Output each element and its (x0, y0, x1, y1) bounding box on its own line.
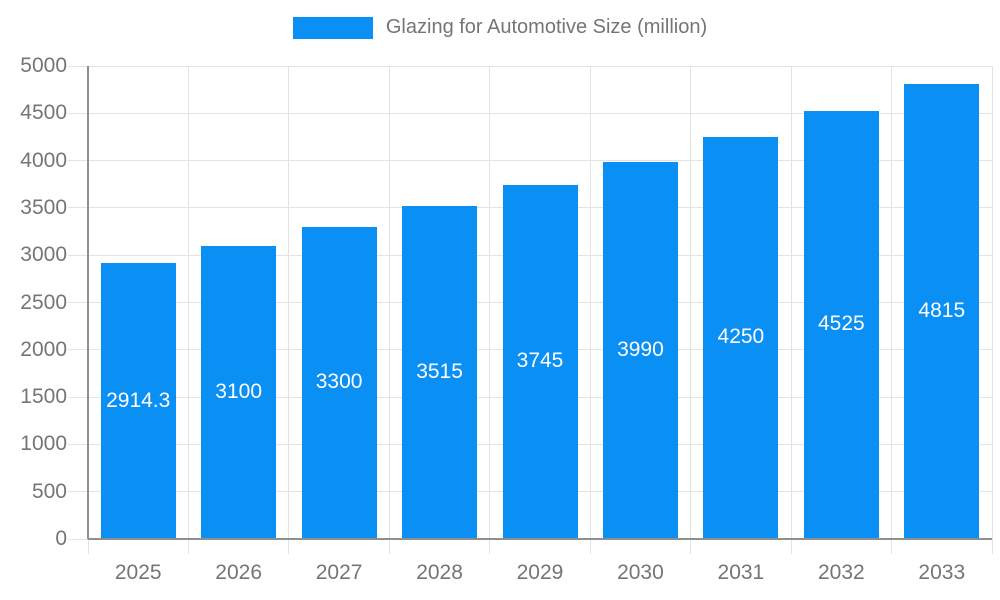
y-tick-label: 0 (55, 527, 67, 550)
x-grid-line (288, 66, 290, 539)
x-axis-tick (489, 539, 491, 554)
x-axis-tick (690, 539, 692, 554)
y-tick-label: 5000 (20, 54, 67, 77)
y-axis-line (87, 66, 89, 539)
x-axis-tick (991, 539, 993, 554)
bar[interactable]: 4815 (904, 83, 980, 538)
x-grid-line (489, 66, 491, 539)
bar-value-label: 4250 (717, 325, 765, 349)
bar[interactable]: 3100 (201, 245, 277, 538)
legend-label: Glazing for Automotive Size (million) (385, 16, 708, 38)
bar[interactable]: 4525 (803, 110, 879, 538)
x-grid-line (790, 66, 792, 539)
y-tick-label: 1000 (20, 432, 67, 456)
y-tick-label: 500 (31, 479, 67, 503)
bar[interactable]: 3990 (602, 161, 678, 538)
x-tick-label: 2029 (516, 561, 564, 584)
x-tick-label: 2032 (817, 561, 865, 584)
y-axis-zero-tick (68, 538, 88, 540)
x-grid-line (589, 66, 591, 539)
bar-value-label: 3515 (416, 360, 463, 384)
x-tick-label: 2025 (114, 561, 162, 584)
y-tick-label: 2500 (20, 290, 67, 314)
y-grid-line (68, 112, 992, 114)
x-axis-line (88, 538, 992, 540)
x-axis-tick (288, 539, 290, 554)
bar[interactable]: 3515 (402, 206, 478, 538)
x-grid-line (690, 66, 692, 539)
bar-value-label: 3990 (617, 337, 664, 361)
x-grid-line (891, 66, 893, 539)
x-axis-tick (187, 539, 189, 554)
x-axis-tick (589, 539, 591, 554)
bar[interactable]: 3745 (502, 184, 578, 538)
y-tick-label: 4500 (20, 101, 67, 125)
y-tick-label: 4000 (20, 148, 67, 172)
legend-swatch (292, 16, 373, 39)
chart-legend: Glazing for Automotive Size (million) (0, 16, 1000, 39)
x-grid-line (187, 66, 189, 539)
bar-value-label: 3300 (315, 370, 363, 394)
y-tick-label: 3500 (20, 195, 67, 219)
bar[interactable]: 4250 (703, 136, 779, 538)
bar-value-label: 2914.3 (106, 388, 171, 412)
x-axis-tick (87, 539, 89, 554)
y-grid-line (68, 65, 992, 67)
bar[interactable]: 2914.3 (100, 263, 176, 538)
x-tick-label: 2031 (717, 561, 765, 584)
x-tick-label: 2033 (918, 561, 966, 584)
y-grid-line (68, 160, 992, 162)
bar[interactable]: 3300 (301, 226, 377, 538)
x-tick-label: 2026 (215, 561, 263, 584)
x-tick-label: 2027 (315, 561, 363, 584)
bar-value-label: 3745 (516, 349, 564, 373)
x-tick-label: 2028 (416, 561, 463, 584)
x-axis-tick (388, 539, 390, 554)
y-tick-label: 3000 (20, 243, 67, 267)
x-grid-line (388, 66, 390, 539)
x-axis-tick (790, 539, 792, 554)
x-tick-label: 2030 (617, 561, 664, 584)
y-tick-label: 2000 (20, 337, 67, 361)
bar-value-label: 3100 (215, 379, 263, 403)
x-axis-tick (891, 539, 893, 554)
x-grid-line (991, 66, 993, 539)
y-tick-label: 1500 (20, 385, 67, 409)
bar-value-label: 4815 (918, 298, 966, 322)
bar-value-label: 4525 (817, 312, 865, 336)
